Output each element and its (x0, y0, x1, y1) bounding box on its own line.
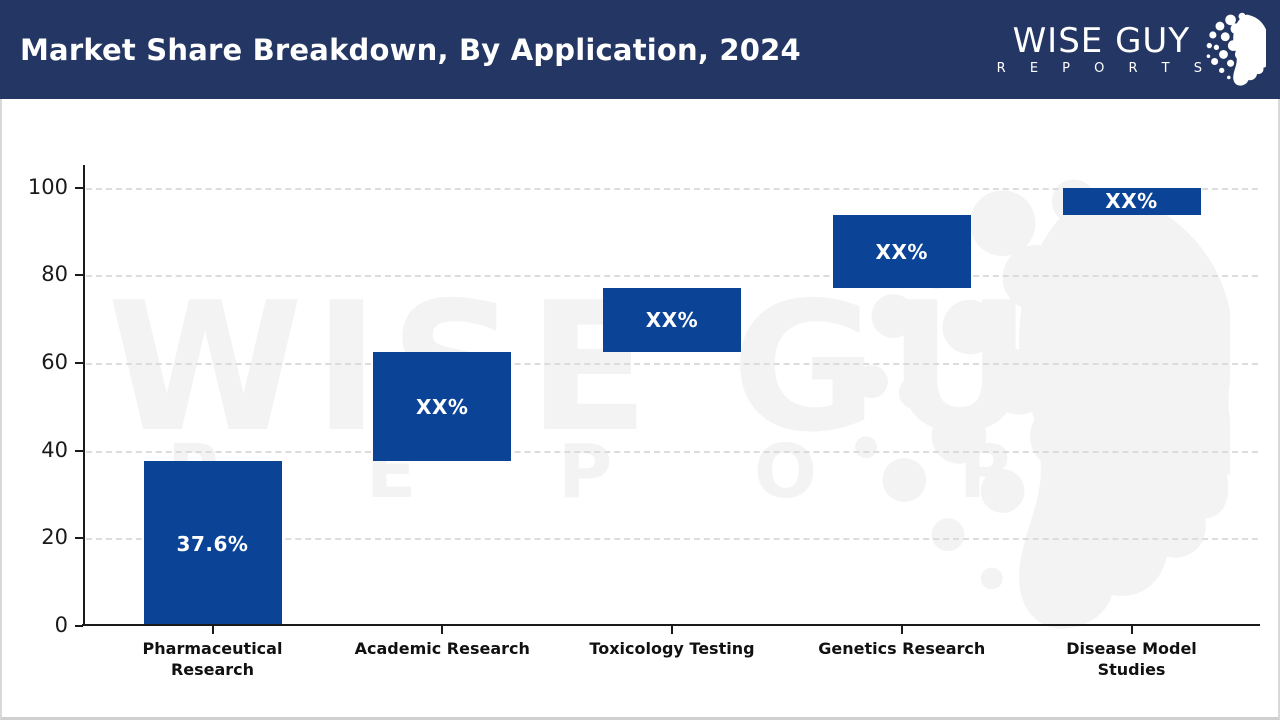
y-tick-label: 60 (41, 349, 68, 374)
y-axis-tick (75, 274, 83, 277)
bar: XX% (373, 351, 512, 462)
y-axis-tick (75, 537, 83, 540)
gridline (86, 275, 1258, 278)
page-title: Market Share Breakdown, By Application, … (20, 32, 801, 67)
watermark-subtitle: R E P O R T S (167, 429, 1280, 515)
bar: 37.6% (143, 461, 282, 626)
bar-value-label: XX% (1105, 189, 1158, 214)
gridline (86, 450, 1258, 453)
gridline (86, 362, 1258, 365)
y-tick-label: 100 (27, 174, 68, 199)
x-axis-label: Disease Model Studies (1066, 639, 1197, 679)
x-axis-tick (900, 626, 903, 634)
bar: XX% (1062, 187, 1201, 215)
x-axis-label: Academic Research (354, 639, 530, 658)
logo-text: WISE GUY R E P O R T S (991, 24, 1212, 76)
gridline (86, 538, 1258, 541)
bar: XX% (832, 214, 971, 289)
bar-value-label: XX% (416, 394, 469, 419)
x-axis-label: Genetics Research (818, 639, 986, 658)
bar-value-label: XX% (875, 239, 928, 264)
y-axis-tick (75, 625, 83, 627)
wise-guy-logo: WISE GUY R E P O R T S (991, 0, 1266, 99)
x-axis-tick (441, 626, 444, 634)
x-axis-tick (671, 626, 673, 634)
x-axis-tick (211, 626, 214, 634)
y-tick-label: 40 (41, 437, 68, 462)
y-axis (83, 165, 85, 626)
gridline (86, 187, 1258, 190)
wise-guy-head-icon (1206, 12, 1266, 86)
bar: XX% (603, 288, 741, 352)
y-axis-tick (75, 361, 83, 364)
bar-value-label: XX% (645, 308, 699, 333)
y-tick-label: 20 (41, 525, 68, 550)
logo-wordmark: WISE GUY (1012, 20, 1191, 61)
logo-subtitle: R E P O R T S (996, 60, 1212, 76)
x-axis (82, 624, 1260, 626)
x-axis-label: Toxicology Testing (589, 639, 755, 658)
y-tick-label: 80 (41, 262, 68, 287)
app-header: Market Share Breakdown, By Application, … (0, 0, 1280, 99)
y-axis-tick (75, 449, 83, 452)
x-axis-tick (1130, 626, 1133, 634)
x-axis-label: Pharmaceutical Research (142, 639, 283, 679)
y-tick-label: 0 (54, 613, 68, 637)
y-axis-tick (75, 186, 83, 189)
bar-value-label: 37.6% (176, 531, 249, 556)
